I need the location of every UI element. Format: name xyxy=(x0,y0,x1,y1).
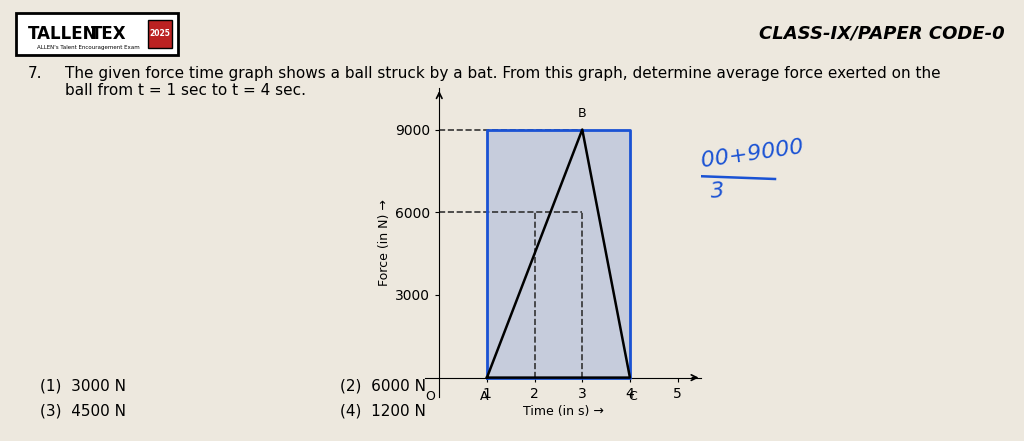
X-axis label: Time (in s) →: Time (in s) → xyxy=(523,405,603,418)
Text: C: C xyxy=(628,390,637,403)
Text: (4)  1200 N: (4) 1200 N xyxy=(340,404,426,419)
Text: B: B xyxy=(578,107,587,120)
FancyBboxPatch shape xyxy=(16,13,178,55)
Text: The given force time graph shows a ball struck by a bat. From this graph, determ: The given force time graph shows a ball … xyxy=(65,66,941,81)
Text: (1)  3000 N: (1) 3000 N xyxy=(40,378,126,393)
Bar xyxy=(148,20,172,48)
Text: ALLEN's Talent Encouragement Exam: ALLEN's Talent Encouragement Exam xyxy=(37,45,139,50)
Text: A: A xyxy=(480,390,488,403)
Text: ball from t = 1 sec to t = 4 sec.: ball from t = 1 sec to t = 4 sec. xyxy=(65,83,306,98)
Text: CLASS-IX/PAPER CODE-0: CLASS-IX/PAPER CODE-0 xyxy=(760,25,1005,43)
Text: O: O xyxy=(426,390,435,403)
Text: TALLEN: TALLEN xyxy=(28,25,97,43)
Text: (2)  6000 N: (2) 6000 N xyxy=(340,378,426,393)
Text: 7.: 7. xyxy=(28,66,43,81)
Text: TEX: TEX xyxy=(91,25,127,43)
Text: 2025: 2025 xyxy=(150,30,170,38)
Text: (3)  4500 N: (3) 4500 N xyxy=(40,404,126,419)
Y-axis label: Force (in N) →: Force (in N) → xyxy=(378,199,391,286)
Text: 6000+9000: 6000+9000 xyxy=(672,137,805,175)
Text: 3: 3 xyxy=(710,180,726,202)
